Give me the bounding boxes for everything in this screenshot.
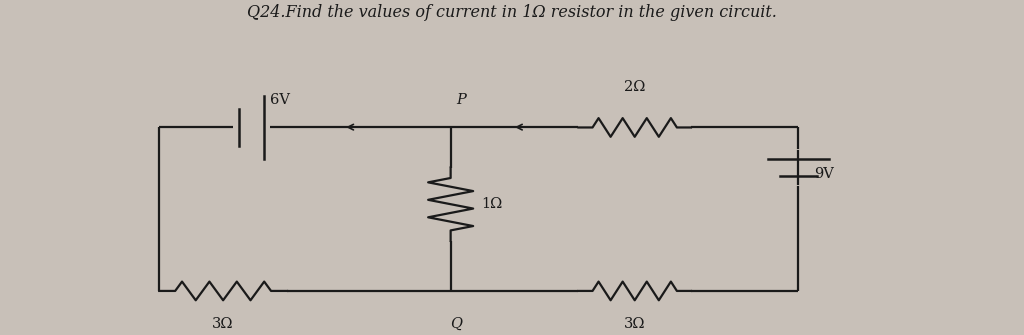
Text: 2Ω: 2Ω <box>624 80 645 94</box>
Text: 3Ω: 3Ω <box>624 317 645 331</box>
Text: 3Ω: 3Ω <box>212 317 233 331</box>
Text: 1Ω: 1Ω <box>481 197 503 211</box>
Text: 6V: 6V <box>269 93 290 108</box>
Text: P: P <box>456 93 466 108</box>
Text: Q24.Find the values of current in 1Ω resistor in the given circuit.: Q24.Find the values of current in 1Ω res… <box>247 4 777 21</box>
Text: Q: Q <box>450 317 462 331</box>
Text: 9V: 9V <box>814 167 834 181</box>
